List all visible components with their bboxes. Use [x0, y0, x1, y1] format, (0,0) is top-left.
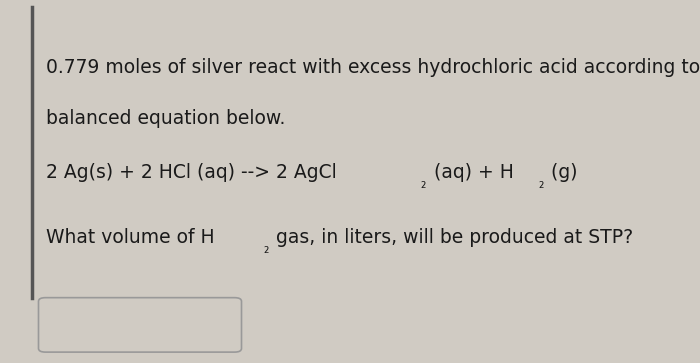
Text: 0.779 moles of silver react with excess hydrochloric acid according to the: 0.779 moles of silver react with excess … — [46, 58, 700, 77]
Text: ₂: ₂ — [421, 177, 426, 191]
Text: ₂: ₂ — [538, 177, 544, 191]
Text: What volume of H: What volume of H — [46, 228, 214, 247]
Text: ₂: ₂ — [263, 242, 269, 256]
Text: balanced equation below.: balanced equation below. — [46, 109, 285, 128]
Text: 2 Ag(s) + 2 HCl (aq) --> 2 AgCl: 2 Ag(s) + 2 HCl (aq) --> 2 AgCl — [46, 163, 336, 182]
Text: gas, in liters, will be produced at STP?: gas, in liters, will be produced at STP? — [270, 228, 633, 247]
Text: (aq) + H: (aq) + H — [428, 163, 514, 182]
Text: (g): (g) — [545, 163, 578, 182]
FancyBboxPatch shape — [38, 298, 242, 352]
